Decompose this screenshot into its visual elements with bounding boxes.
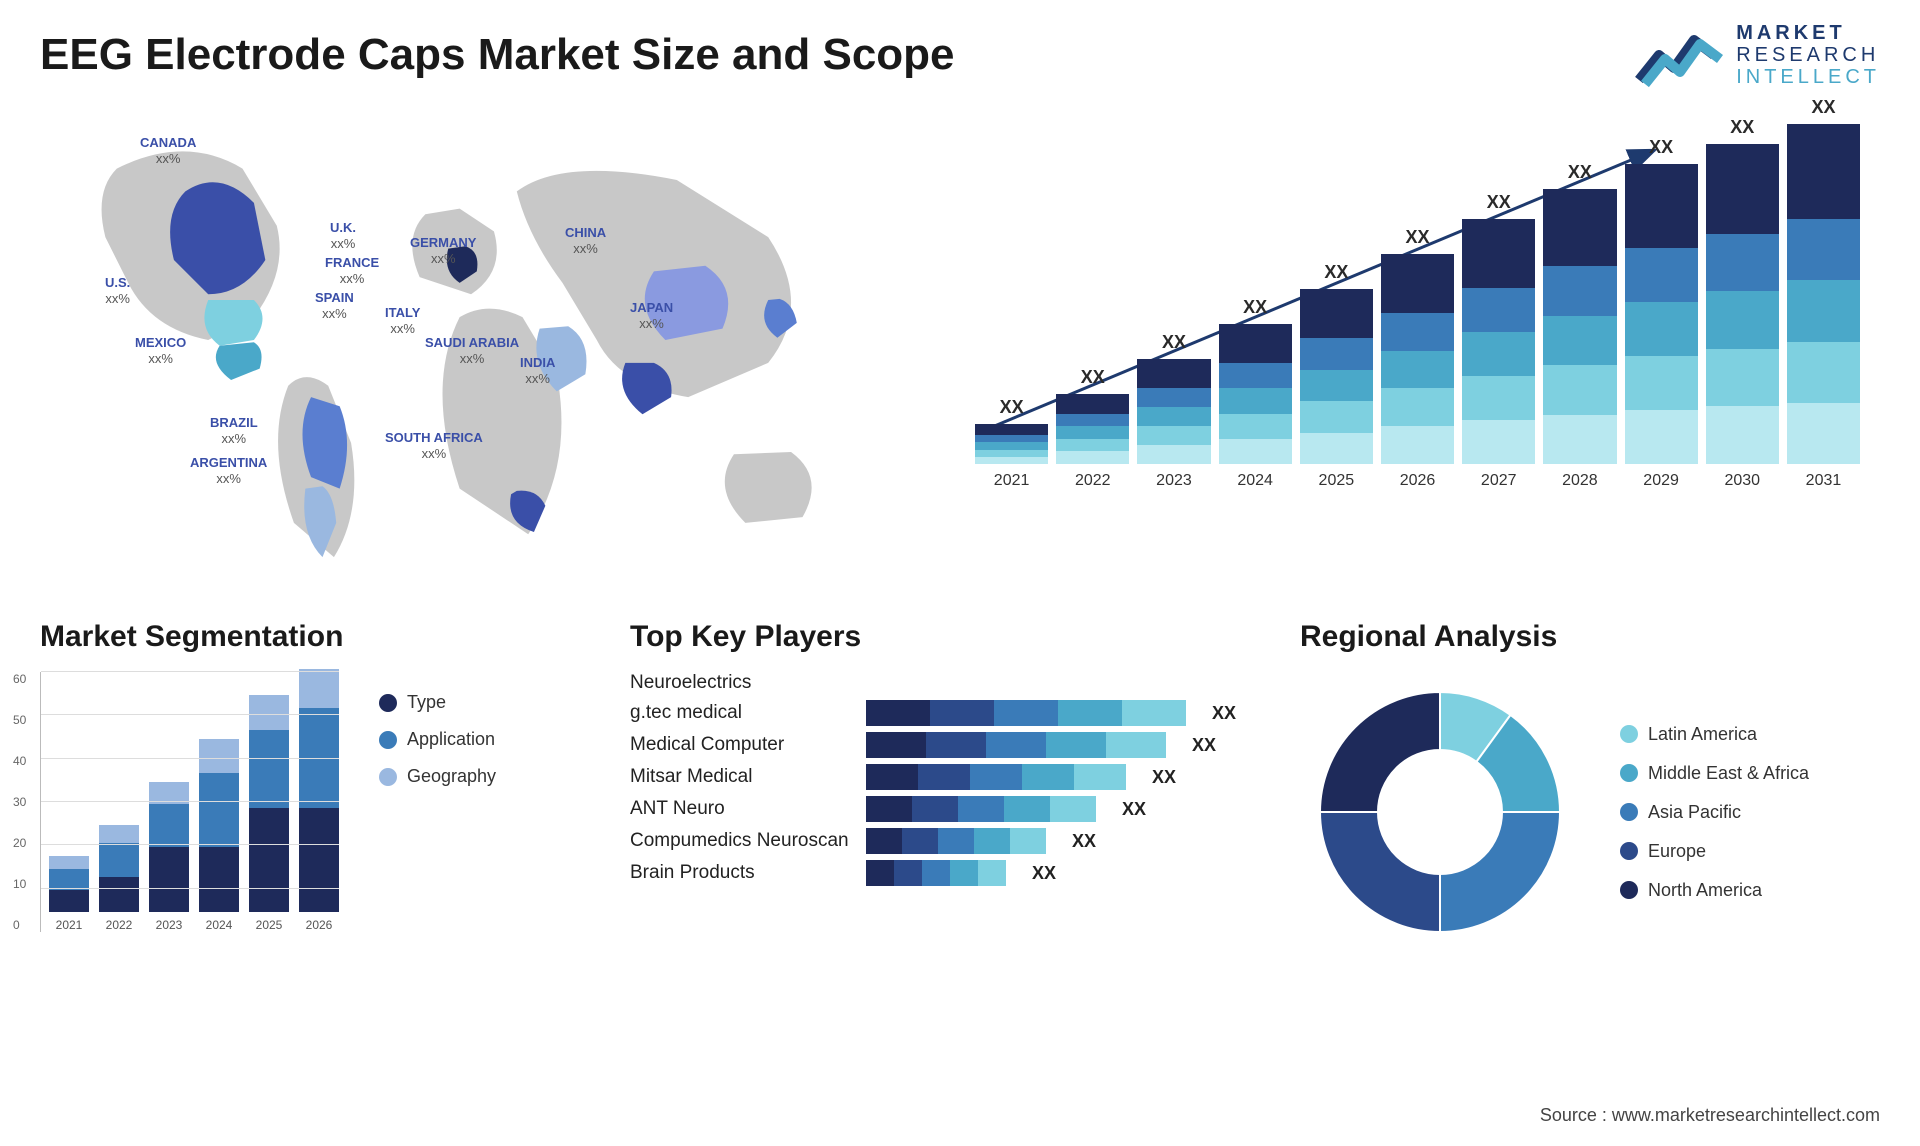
logo-text-3: INTELLECT: [1736, 66, 1880, 88]
logo-mark-icon: [1634, 20, 1724, 90]
segmentation-bar-column: 2023: [149, 782, 189, 932]
player-name: Brain Products: [630, 862, 850, 884]
bar-value-label: XX: [1081, 367, 1105, 388]
player-name: g.tec medical: [630, 702, 850, 724]
player-row: g.tec medical XX: [630, 700, 1270, 726]
country-label: U.S.xx%: [105, 275, 130, 306]
player-value: XX: [1212, 703, 1236, 724]
bar-year-label: 2025: [1319, 472, 1355, 490]
country-label: INDIAxx%: [520, 355, 555, 386]
bar-year-label: 2031: [1806, 472, 1842, 490]
world-map-panel: CANADAxx% U.S.xx% MEXICOxx% BRAZILxx% ARGENT…: [40, 100, 925, 580]
regional-donut-chart: [1300, 672, 1580, 952]
bar-year-label: 2026: [1400, 472, 1436, 490]
player-name: Mitsar Medical: [630, 766, 850, 788]
bar-value-label: XX: [1243, 297, 1267, 318]
segmentation-bar-column: 2022: [99, 825, 139, 932]
player-value: XX: [1192, 735, 1216, 756]
legend-item: Geography: [379, 766, 496, 787]
country-label: ARGENTINAxx%: [190, 455, 267, 486]
bar-value-label: XX: [1811, 97, 1835, 118]
player-value: XX: [1032, 863, 1056, 884]
country-label: SOUTH AFRICAxx%: [385, 430, 483, 461]
player-name: ANT Neuro: [630, 798, 850, 820]
player-value: XX: [1122, 799, 1146, 820]
segmentation-title: Market Segmentation: [40, 620, 600, 654]
growth-bar-column: XX 2022: [1056, 367, 1129, 490]
country-label: CANADAxx%: [140, 135, 196, 166]
growth-bar-column: XX 2029: [1625, 137, 1698, 490]
logo-text-1: MARKET: [1736, 22, 1880, 44]
segmentation-panel: Market Segmentation 6050403020100 202120…: [40, 620, 600, 952]
country-label: CHINAxx%: [565, 225, 606, 256]
country-label: SAUDI ARABIAxx%: [425, 335, 519, 366]
growth-bar-column: XX 2024: [1219, 297, 1292, 490]
logo-text-2: RESEARCH: [1736, 44, 1880, 66]
bar-value-label: XX: [1324, 262, 1348, 283]
country-label: FRANCExx%: [325, 255, 379, 286]
legend-item: Type: [379, 692, 496, 713]
bar-value-label: XX: [1568, 162, 1592, 183]
player-value: XX: [1152, 767, 1176, 788]
player-row: Neuroelectrics: [630, 672, 1270, 694]
players-panel: Top Key Players Neuroelectrics g.tec medi…: [630, 620, 1270, 952]
growth-bar-column: XX 2021: [975, 397, 1048, 490]
player-row: Brain Products XX: [630, 860, 1270, 886]
bar-year-label: 2027: [1481, 472, 1517, 490]
legend-item: Application: [379, 729, 496, 750]
growth-bar-column: XX 2028: [1543, 162, 1616, 490]
growth-bar-column: XX 2026: [1381, 227, 1454, 490]
bar-year-label: 2021: [994, 472, 1030, 490]
player-row: Medical Computer XX: [630, 732, 1270, 758]
country-label: MEXICOxx%: [135, 335, 186, 366]
player-name: Medical Computer: [630, 734, 850, 756]
legend-item: Asia Pacific: [1620, 802, 1809, 823]
source-attribution: Source : www.marketresearchintellect.com: [1540, 1105, 1880, 1126]
bar-year-label: 2028: [1562, 472, 1598, 490]
growth-chart-panel: XX 2021 XX 2022 XX 2023 XX 2024 XX 2025 XX 2026 XX 20…: [965, 100, 1880, 580]
bar-value-label: XX: [1730, 117, 1754, 138]
growth-bar-column: XX 2023: [1137, 332, 1210, 490]
country-label: SPAINxx%: [315, 290, 354, 321]
segmentation-bar-column: 2025: [249, 695, 289, 932]
country-label: U.K.xx%: [330, 220, 356, 251]
bar-value-label: XX: [1406, 227, 1430, 248]
player-row: ANT Neuro XX: [630, 796, 1270, 822]
bar-value-label: XX: [1162, 332, 1186, 353]
legend-item: North America: [1620, 880, 1809, 901]
page-title: EEG Electrode Caps Market Size and Scope: [40, 30, 1880, 80]
player-row: Compumedics Neuroscan XX: [630, 828, 1270, 854]
segmentation-bar-column: 2021: [49, 856, 89, 932]
regional-panel: Regional Analysis Latin America Middle Ea…: [1300, 620, 1880, 952]
bar-value-label: XX: [1000, 397, 1024, 418]
growth-bar-column: XX 2031: [1787, 97, 1860, 490]
bar-year-label: 2022: [1075, 472, 1111, 490]
company-logo: MARKET RESEARCH INTELLECT: [1634, 20, 1880, 90]
bar-year-label: 2023: [1156, 472, 1192, 490]
player-row: Mitsar Medical XX: [630, 764, 1270, 790]
bar-value-label: XX: [1487, 192, 1511, 213]
player-value: XX: [1072, 831, 1096, 852]
country-label: BRAZILxx%: [210, 415, 258, 446]
player-name: Neuroelectrics: [630, 672, 850, 694]
country-label: GERMANYxx%: [410, 235, 476, 266]
growth-bar-column: XX 2027: [1462, 192, 1535, 490]
growth-bar-column: XX 2030: [1706, 117, 1779, 490]
regional-title: Regional Analysis: [1300, 620, 1880, 654]
bar-year-label: 2024: [1237, 472, 1273, 490]
country-label: JAPANxx%: [630, 300, 673, 331]
growth-bar-column: XX 2025: [1300, 262, 1373, 490]
segmentation-bar-column: 2024: [199, 739, 239, 932]
segmentation-bar-column: 2026: [299, 669, 339, 932]
players-title: Top Key Players: [630, 620, 1270, 654]
bar-year-label: 2030: [1724, 472, 1760, 490]
legend-item: Latin America: [1620, 724, 1809, 745]
legend-item: Middle East & Africa: [1620, 763, 1809, 784]
legend-item: Europe: [1620, 841, 1809, 862]
country-label: ITALYxx%: [385, 305, 420, 336]
player-name: Compumedics Neuroscan: [630, 830, 850, 852]
bar-value-label: XX: [1649, 137, 1673, 158]
bar-year-label: 2029: [1643, 472, 1679, 490]
